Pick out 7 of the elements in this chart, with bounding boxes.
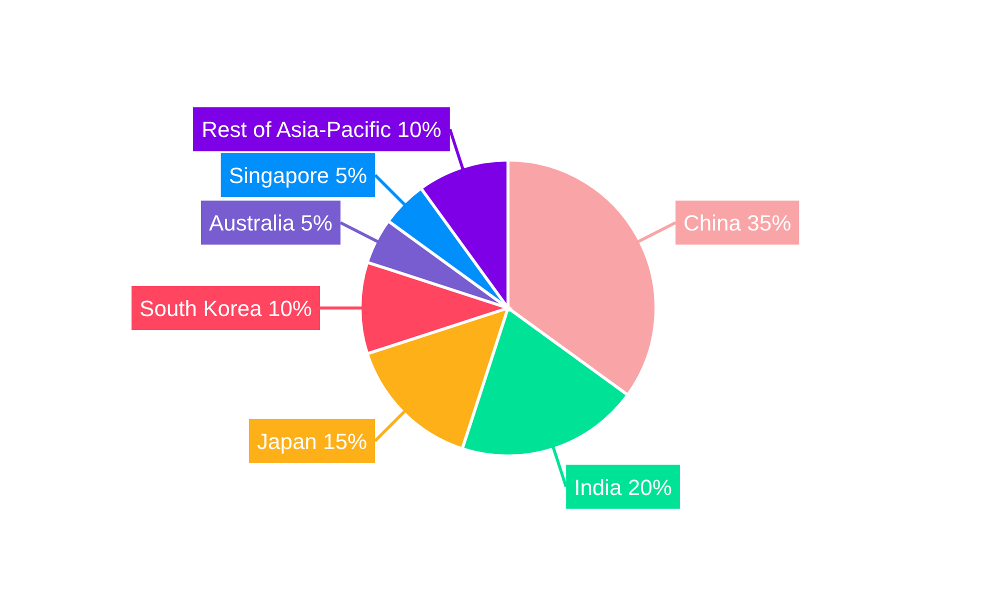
slice-label: Japan 15%	[256, 428, 368, 454]
slice-label: Singapore 5%	[228, 163, 368, 188]
slice-label: South Korea 10%	[140, 296, 312, 321]
slice-label: India 20%	[574, 474, 672, 500]
slice-label: Rest of Asia-Pacific 10%	[202, 117, 442, 142]
slice-label: China 35%	[684, 210, 792, 236]
slice-label: Australia 5%	[208, 210, 332, 236]
